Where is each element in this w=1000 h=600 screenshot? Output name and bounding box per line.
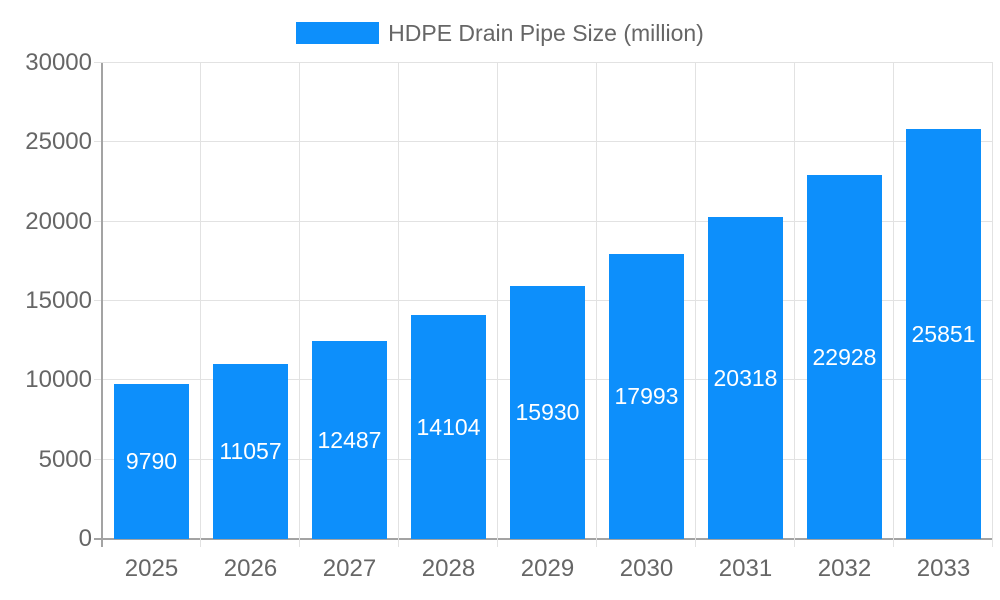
- legend[interactable]: HDPE Drain Pipe Size (million): [0, 18, 1000, 48]
- v-gridline: [794, 63, 795, 547]
- v-gridline: [398, 63, 399, 547]
- bar-value-label: 12487: [317, 426, 382, 453]
- y-axis-line: [101, 63, 103, 547]
- x-axis-baseline: [94, 538, 993, 540]
- y-tick-label: 20000: [25, 207, 92, 235]
- v-gridline: [299, 63, 300, 547]
- bar-value-label: 14104: [416, 413, 481, 440]
- x-tick-label: 2032: [817, 555, 872, 582]
- y-tick-label: 10000: [25, 366, 92, 394]
- bar-value-label: 25851: [911, 320, 976, 347]
- y-tick-label: 25000: [25, 128, 92, 156]
- bar: 11057: [213, 364, 288, 539]
- bar: 20318: [708, 217, 783, 539]
- x-tick-label: 2029: [520, 555, 575, 582]
- bar: 12487: [312, 341, 387, 539]
- bar-value-label: 15930: [515, 399, 580, 425]
- y-tick-label: 15000: [25, 287, 92, 314]
- plot-area: 9790 11057 12487 14104 15930 17993 20318 22928 2…: [94, 62, 993, 547]
- v-gridline: [695, 63, 696, 547]
- v-gridline: [200, 63, 201, 547]
- v-gridline: [596, 63, 597, 547]
- h-gridline: [94, 220, 993, 222]
- h-gridline: [94, 62, 993, 63]
- y-axis-labels: 0 5000 10000 15000 20000 25000 30000: [0, 49, 92, 552]
- x-tick-label: 2033: [916, 555, 971, 582]
- x-tick-label: 2026: [223, 555, 278, 582]
- bar-value-label: 11057: [219, 438, 282, 464]
- x-tick-label: 2025: [124, 555, 179, 582]
- x-axis-labels: 2025 2026 2027 2028 2029 2030 2031 2032 2033: [102, 554, 993, 588]
- bar-value-label: 20318: [713, 364, 778, 391]
- bar: 22928: [807, 175, 882, 539]
- bar-value-label: 9790: [125, 448, 178, 474]
- bar-value-label: 22928: [812, 343, 877, 370]
- legend-swatch: [296, 22, 380, 44]
- y-tick-label: 30000: [25, 49, 92, 76]
- legend-label: HDPE Drain Pipe Size (million): [388, 20, 704, 46]
- x-tick-label: 2031: [718, 555, 773, 582]
- bar: 9790: [114, 384, 189, 539]
- v-gridline: [893, 63, 894, 547]
- v-gridline: [992, 63, 993, 547]
- h-gridline: [94, 141, 993, 143]
- v-gridline: [497, 63, 498, 547]
- bar: 25851: [906, 129, 981, 539]
- bar: 15930: [510, 286, 585, 539]
- x-tick-label: 2028: [421, 555, 476, 582]
- x-tick-label: 2030: [619, 555, 674, 582]
- bar: 17993: [609, 254, 684, 539]
- x-tick-label: 2027: [322, 555, 377, 582]
- bar-value-label: 17993: [614, 383, 679, 409]
- y-tick-label: 5000: [38, 445, 92, 473]
- y-tick-label: 0: [78, 525, 92, 552]
- bar: 14104: [411, 315, 486, 539]
